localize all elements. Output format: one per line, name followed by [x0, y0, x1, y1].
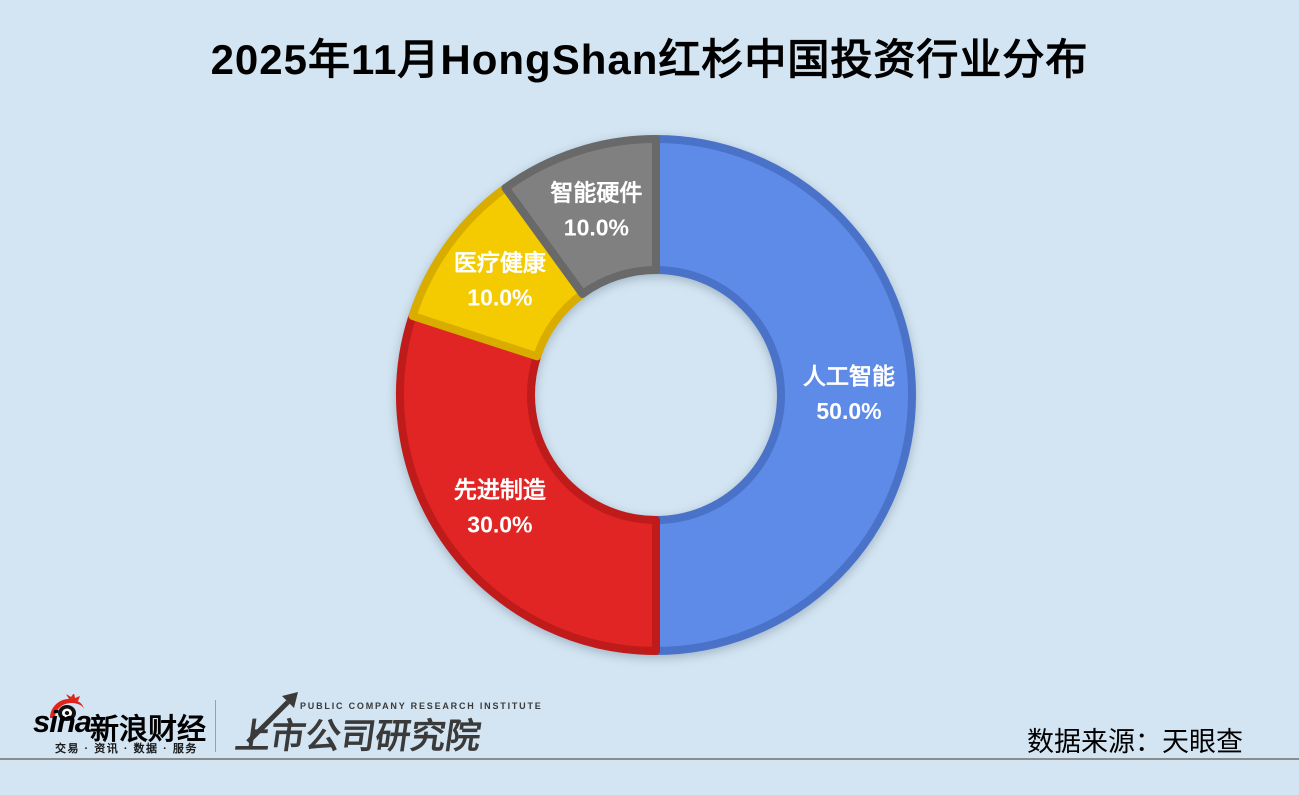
slice-pct-label: 30.0% [467, 511, 532, 537]
slice-pct-label: 50.0% [816, 398, 881, 424]
slice-label: 智能硬件 [550, 179, 642, 205]
donut-chart: 人工智能 50.0% 先进制造 30.0% 医疗健康 10.0% 智能硬件 10.0% [396, 135, 916, 655]
pie-slice-2[interactable] [396, 311, 660, 655]
footer-rule [0, 758, 1299, 760]
slice-label: 先进制造 [454, 476, 547, 502]
institute-name-en: PUBLIC COMPANY RESEARCH INSTITUTE [300, 701, 543, 711]
slice-label: 人工智能 [803, 363, 895, 389]
chart-title: 2025年11月HongShan红杉中国投资行业分布 [210, 36, 1089, 83]
pie-slice-1[interactable] [652, 135, 916, 655]
slice-label: 医疗健康 [454, 250, 547, 276]
sina-tagline: 交易 · 资讯 · 数据 · 服务 [55, 743, 198, 755]
footer-divider [215, 700, 216, 752]
research-institute-logo: PUBLIC COMPANY RESEARCH INSTITUTE 上市公司研究… [233, 692, 541, 756]
rising-arrow-icon [246, 692, 298, 744]
sina-brand-text: sina [33, 704, 92, 739]
slice-pct-label: 10.0% [564, 214, 629, 240]
sina-finance-cn-text: 新浪财经 [90, 714, 207, 746]
pie-slice-4[interactable] [501, 135, 660, 298]
data-source-label: 数据来源：天眼查 [1027, 727, 1243, 757]
slice-pct-label: 10.0% [467, 285, 532, 311]
footer: sina 新浪财经 交易 · 资讯 · 数据 · 服务 PUBLIC COMPA… [0, 690, 1299, 765]
sina-finance-logo: sina 新浪财经 交易 · 资讯 · 数据 · 服务 [33, 694, 213, 756]
sina-eye-icon [50, 694, 84, 721]
